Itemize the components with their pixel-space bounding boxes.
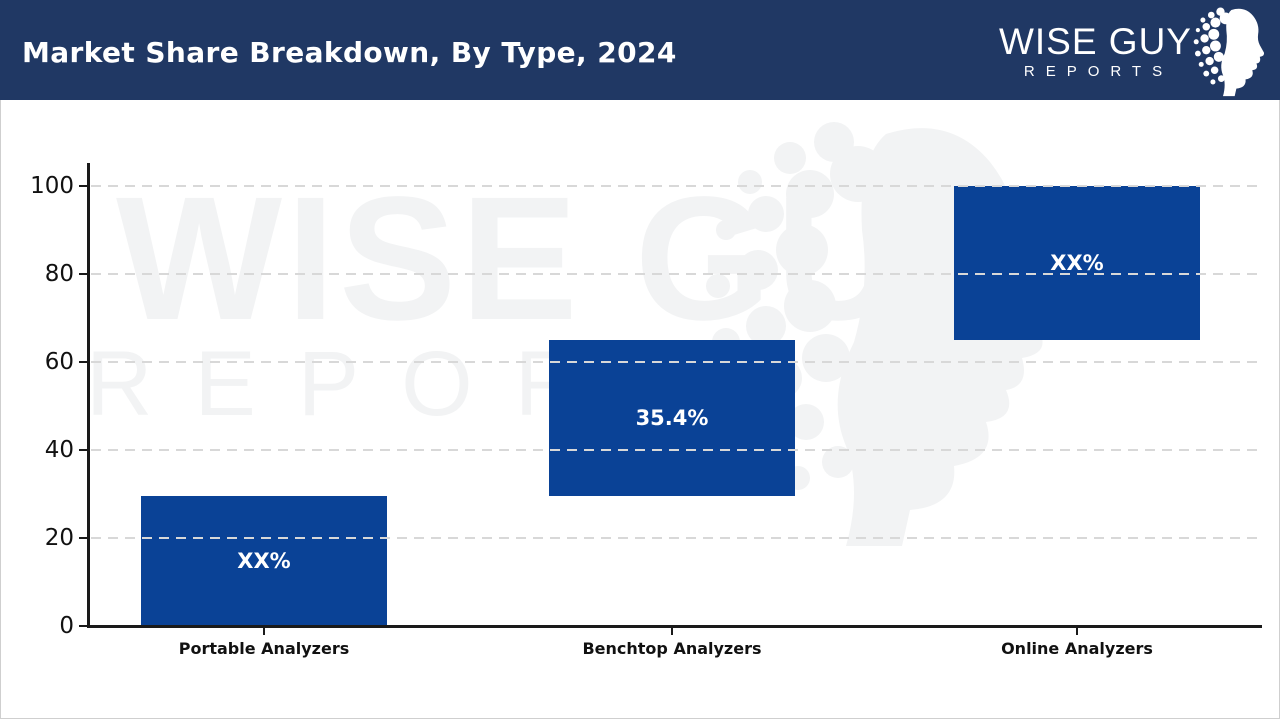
- y-axis-tick-label: 40: [44, 437, 74, 463]
- header-bar: Market Share Breakdown, By Type, 2024 WI…: [0, 0, 1280, 100]
- chart-title: Market Share Breakdown, By Type, 2024: [22, 36, 677, 69]
- x-axis-category-label: Benchtop Analyzers: [582, 639, 762, 658]
- logo-wordmark: WISE GUY: [998, 20, 1192, 62]
- bar-value-label: XX%: [237, 549, 291, 574]
- bar-online-analyzers: [954, 186, 1200, 341]
- y-axis-tick: [79, 361, 88, 363]
- y-axis-tick: [79, 537, 88, 539]
- x-axis-tick: [1076, 627, 1078, 635]
- y-axis-tick-label: 80: [44, 261, 74, 287]
- y-gridline: [91, 185, 1262, 187]
- wiseguy-face-logo-icon: [1193, 7, 1265, 97]
- x-axis-category-label: Portable Analyzers: [178, 639, 350, 658]
- y-axis-tick: [79, 625, 88, 627]
- y-axis-tick-label: 20: [44, 525, 74, 551]
- bar-benchtop-analyzers: [549, 340, 795, 497]
- x-axis-line: [87, 625, 1262, 628]
- y-gridline: [91, 273, 1262, 275]
- wiseguy-logo-text: WISE GUY REPORTS: [999, 23, 1192, 80]
- x-axis-tick: [263, 627, 265, 635]
- x-axis-tick: [671, 627, 673, 635]
- bar-value-label: 35.4%: [635, 406, 709, 431]
- logo-reports-text: REPORTS: [1023, 62, 1174, 80]
- y-axis-tick-label: 0: [59, 613, 74, 639]
- y-axis-tick: [79, 185, 88, 187]
- bar-value-label: XX%: [1050, 251, 1104, 276]
- y-axis-tick-label: 100: [30, 173, 74, 199]
- y-axis-tick: [79, 273, 88, 275]
- y-gridline: [91, 361, 1262, 363]
- y-axis-line: [87, 163, 90, 628]
- y-axis-tick-label: 60: [44, 349, 74, 375]
- y-axis-tick: [79, 449, 88, 451]
- y-gridline: [91, 449, 1262, 451]
- x-axis-category-label: Online Analyzers: [1001, 639, 1153, 658]
- wiseguy-logo: WISE GUY REPORTS: [999, 4, 1272, 98]
- y-gridline: [91, 537, 1262, 539]
- bar-portable-analyzers: [141, 496, 387, 626]
